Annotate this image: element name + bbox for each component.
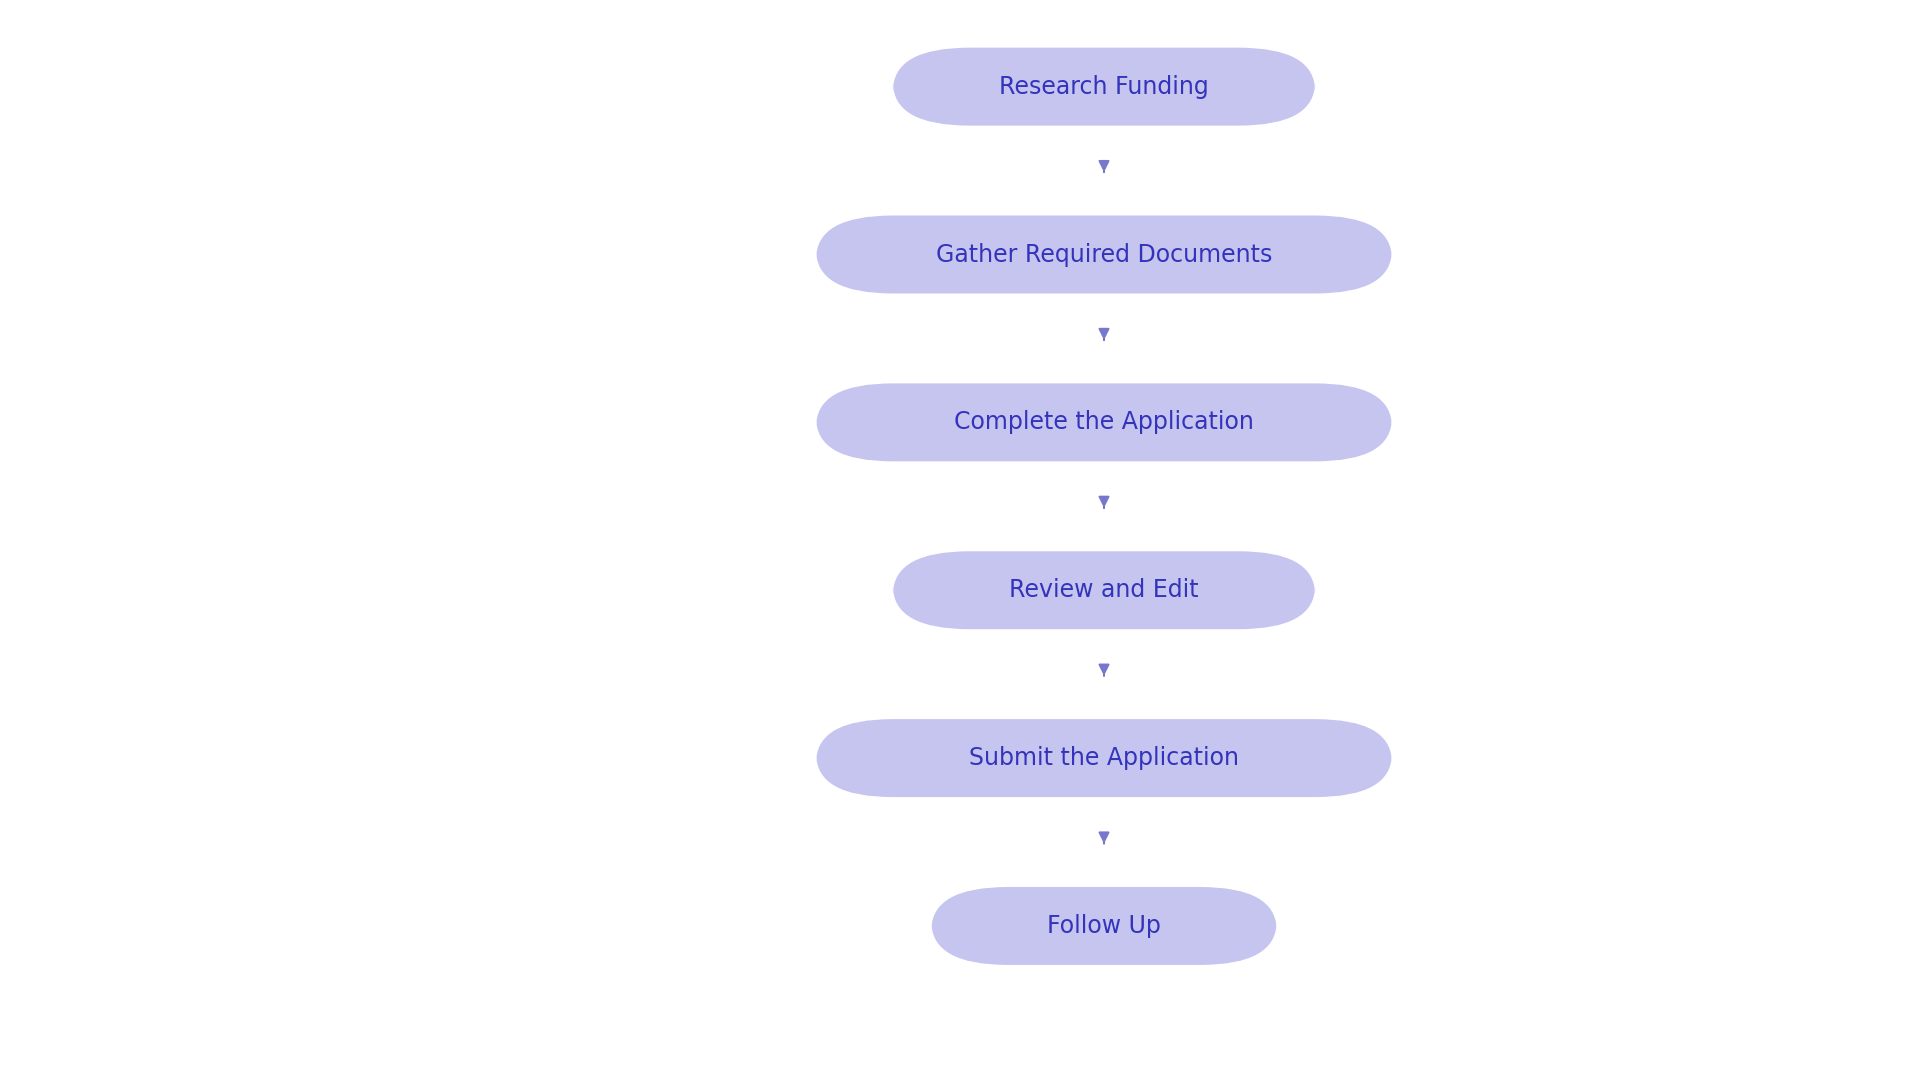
FancyBboxPatch shape: [816, 216, 1392, 293]
FancyBboxPatch shape: [893, 48, 1315, 126]
FancyBboxPatch shape: [816, 383, 1392, 461]
Text: Submit the Application: Submit the Application: [970, 746, 1238, 770]
FancyBboxPatch shape: [816, 719, 1392, 797]
Text: Gather Required Documents: Gather Required Documents: [935, 243, 1273, 266]
Text: Research Funding: Research Funding: [998, 75, 1210, 99]
Text: Review and Edit: Review and Edit: [1010, 578, 1198, 602]
Text: Follow Up: Follow Up: [1046, 914, 1162, 938]
FancyBboxPatch shape: [931, 887, 1277, 965]
Text: Complete the Application: Complete the Application: [954, 410, 1254, 434]
FancyBboxPatch shape: [893, 551, 1315, 629]
